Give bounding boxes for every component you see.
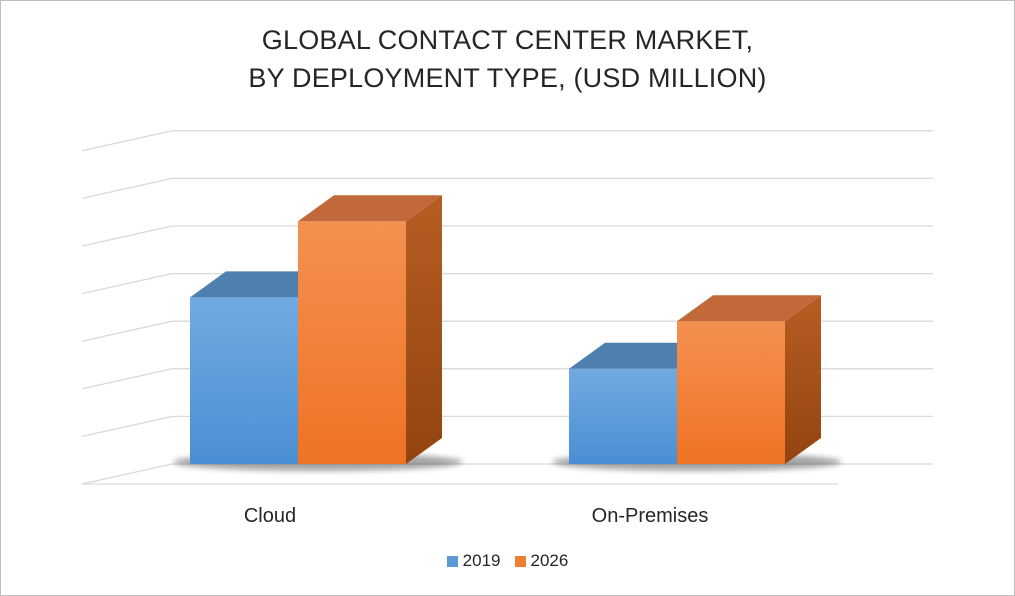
chart-title-line-2: BY DEPLOYMENT TYPE, (USD MILLION) bbox=[248, 63, 767, 93]
bar-cloud-2019-front bbox=[190, 297, 298, 464]
bar-on-premises-2019-front bbox=[569, 368, 677, 464]
gridline-side bbox=[81, 320, 173, 342]
legend-item-2019: 2019 bbox=[446, 551, 501, 571]
legend-swatch-2019 bbox=[446, 555, 458, 567]
gridline-side bbox=[81, 177, 173, 200]
bars bbox=[173, 195, 842, 471]
bar-on-premises-2026-top bbox=[677, 295, 821, 322]
legend-item-2026: 2026 bbox=[514, 551, 569, 571]
bar-cloud-2026-side bbox=[406, 195, 442, 465]
gridline-side bbox=[81, 415, 173, 438]
chart-title-line-1: GLOBAL CONTACT CENTER MARKET, bbox=[261, 25, 754, 55]
legend-swatch-2026 bbox=[514, 555, 526, 567]
bar-cloud-2026-front bbox=[298, 221, 406, 464]
bar-cloud-2026-top bbox=[298, 195, 442, 222]
legend-label-2019: 2019 bbox=[462, 551, 501, 570]
category-label-on-premises: On-Premises bbox=[592, 505, 709, 527]
category-label-cloud: Cloud bbox=[244, 505, 296, 527]
gridline-side bbox=[81, 225, 173, 247]
gridline-side bbox=[81, 368, 173, 390]
legend: 2019 2026 bbox=[0, 551, 1015, 571]
gridline-side bbox=[81, 130, 173, 152]
bar-on-premises-2026-side bbox=[785, 295, 821, 464]
gridline-side bbox=[81, 272, 173, 295]
bar-on-premises-2026-front bbox=[677, 321, 785, 464]
gridline-side bbox=[81, 463, 173, 485]
legend-label-2026: 2026 bbox=[530, 551, 569, 570]
